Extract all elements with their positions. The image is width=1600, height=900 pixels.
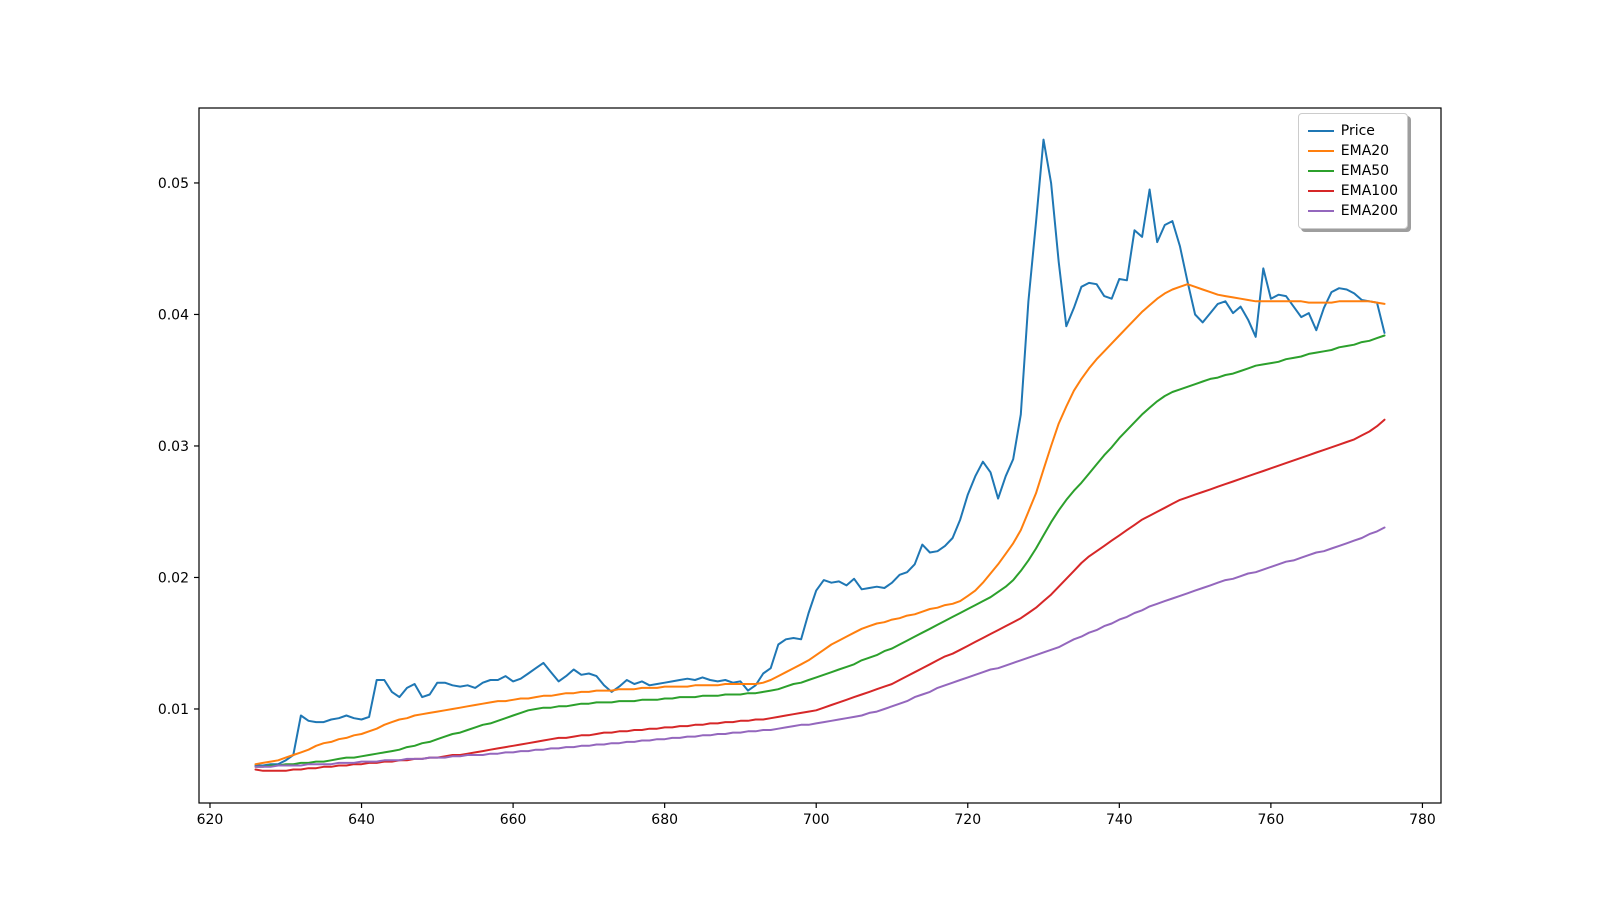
series-line-price	[254, 138, 1386, 767]
series-line-ema100	[254, 418, 1386, 772]
x-tick-label: 680	[651, 812, 678, 828]
legend-item-ema50: EMA50	[1307, 161, 1398, 181]
ema200-line-sample-icon	[1307, 210, 1334, 212]
y-tick-label: 0.02	[158, 570, 189, 586]
legend-label-ema200: EMA200	[1340, 203, 1398, 219]
legend-item-price: Price	[1307, 121, 1398, 141]
x-tick-label: 700	[803, 812, 830, 828]
series-line-ema200	[254, 526, 1386, 768]
legend-label-price: Price	[1340, 123, 1375, 139]
legend-item-ema200: EMA200	[1307, 201, 1398, 221]
legend-item-ema100: EMA100	[1307, 181, 1398, 201]
series-line-ema20	[254, 283, 1386, 766]
x-tick-label: 720	[954, 812, 981, 828]
plot-border	[198, 107, 1442, 804]
price-line-sample-icon	[1307, 130, 1334, 132]
series-line-ema50	[254, 334, 1386, 768]
x-tick-label: 660	[500, 812, 527, 828]
y-tick-label: 0.01	[158, 702, 189, 718]
legend-label-ema50: EMA50	[1340, 163, 1390, 179]
ema20-line-sample-icon	[1307, 150, 1334, 152]
x-tick-label: 740	[1106, 812, 1133, 828]
legend-label-ema20: EMA20	[1340, 143, 1390, 159]
y-tick-label: 0.03	[158, 439, 189, 455]
x-tick-label: 620	[197, 812, 224, 828]
x-tick-label: 780	[1409, 812, 1436, 828]
ema100-line-sample-icon	[1307, 190, 1334, 192]
y-tick-label: 0.05	[158, 176, 189, 192]
legend: Price EMA20 EMA50 EMA100 EMA200	[1297, 113, 1408, 229]
y-tick-label: 0.04	[158, 307, 189, 323]
x-tick-label: 640	[348, 812, 375, 828]
x-tick-label: 760	[1258, 812, 1285, 828]
legend-item-ema20: EMA20	[1307, 141, 1398, 161]
ema50-line-sample-icon	[1307, 170, 1334, 172]
legend-label-ema100: EMA100	[1340, 183, 1398, 199]
